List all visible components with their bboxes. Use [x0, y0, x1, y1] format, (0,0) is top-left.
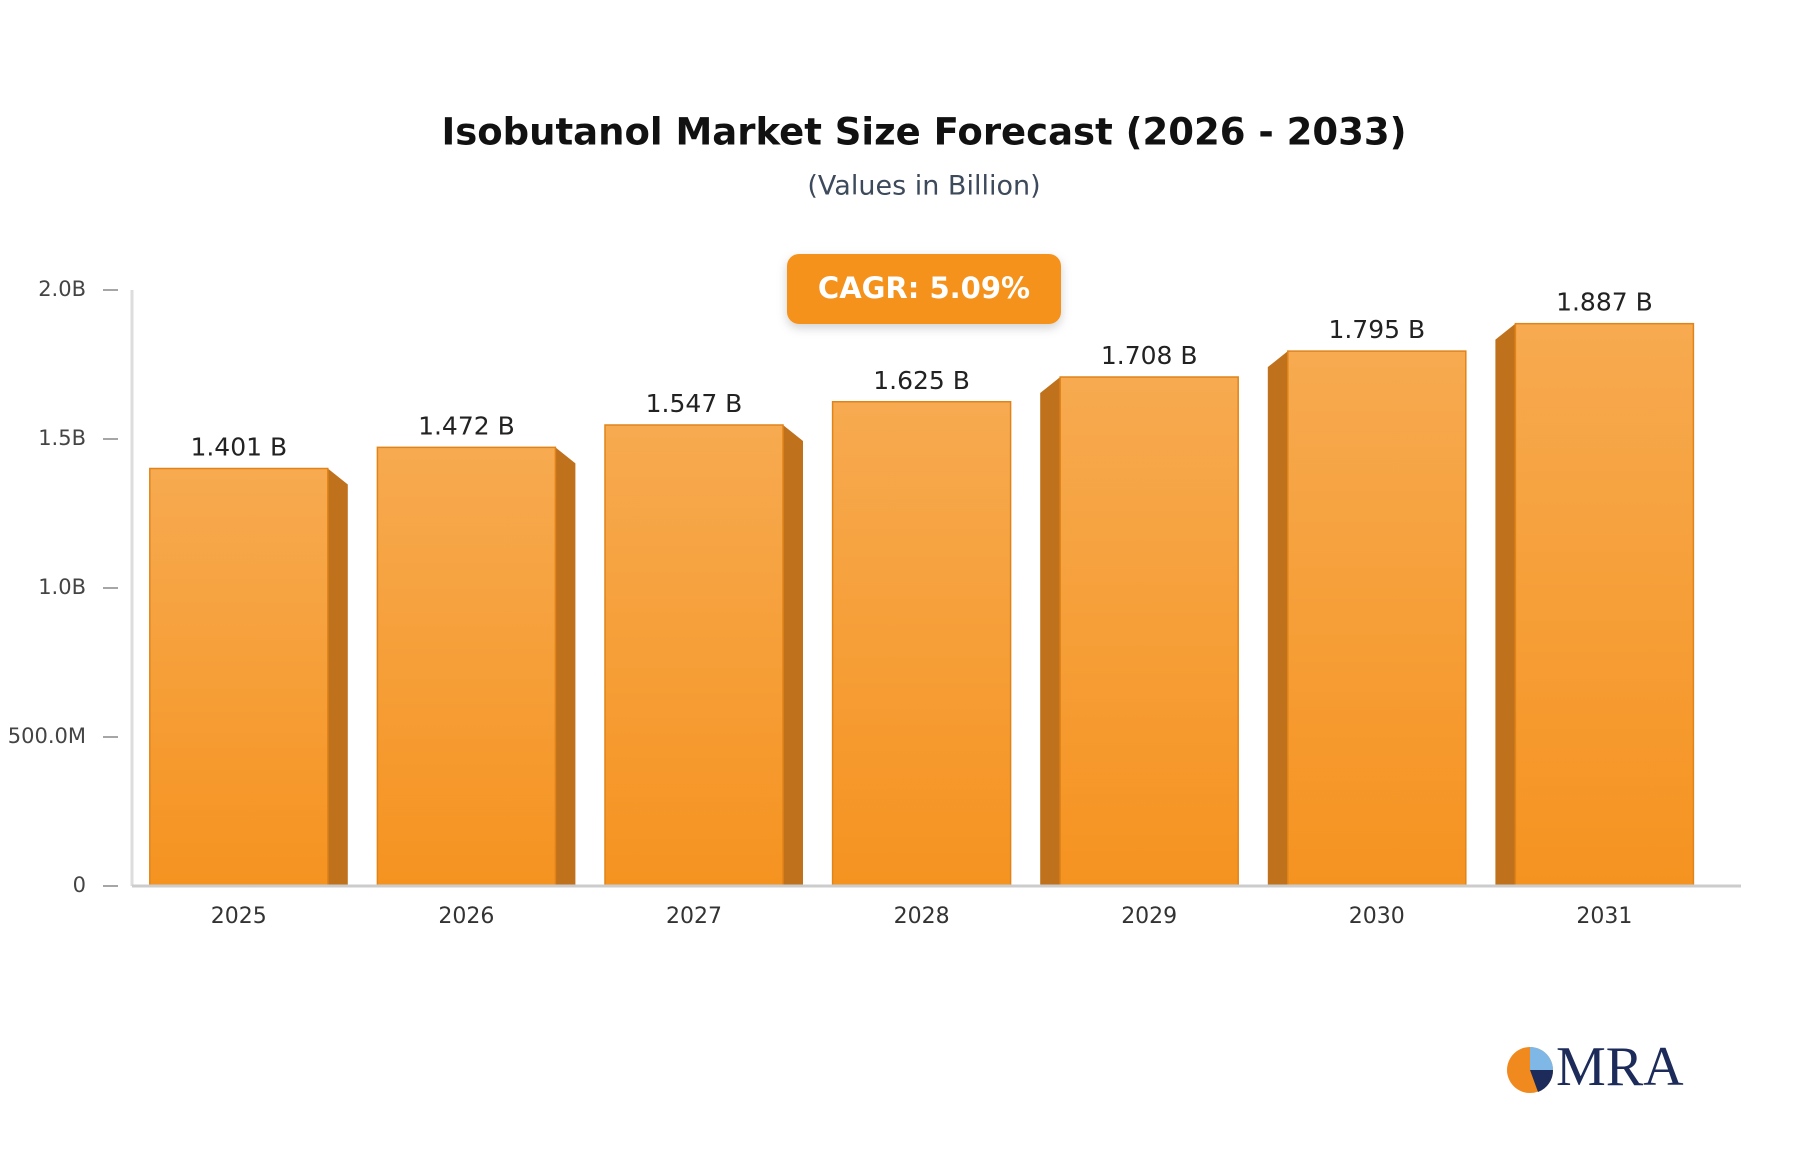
logo-icon-slice: [1530, 1047, 1553, 1070]
bar: [149, 467, 329, 887]
bar: [376, 446, 557, 887]
y-tick-label: 500.0M: [8, 724, 86, 748]
chart-title: Isobutanol Market Size Forecast (2026 - …: [441, 111, 1406, 154]
y-tick-label: 1.5B: [38, 426, 86, 450]
bar-side: [1495, 323, 1516, 886]
bar-side: [555, 447, 576, 886]
value-label: 1.472 B: [418, 411, 515, 440]
bar: [1287, 350, 1467, 887]
x-tick-label: 2026: [438, 904, 494, 929]
y-tick-label: 0: [73, 873, 86, 897]
x-tick-label: 2025: [211, 904, 267, 929]
logo-icon-slice: [1530, 1070, 1554, 1092]
x-tick-label: 2030: [1349, 904, 1405, 929]
bar-side: [1267, 351, 1288, 887]
x-tick-label: 2027: [666, 904, 722, 929]
bar: [831, 401, 1012, 887]
value-label: 1.795 B: [1328, 315, 1425, 344]
chart-subtitle: (Values in Billion): [807, 171, 1040, 202]
value-label: 1.887 B: [1556, 288, 1653, 317]
cagr-badge: [787, 254, 1061, 324]
cagr-text: CAGR: 5.09%: [818, 271, 1030, 305]
plot: 0 500.0M 1.0B 1.5B 2.0B 2025 1.401 B 2026 1.472 …: [8, 277, 1741, 929]
logo: MRA: [1507, 1036, 1684, 1098]
x-tick-label: 2028: [894, 904, 950, 929]
bar-side: [783, 424, 803, 886]
bar: [1514, 322, 1695, 887]
bar: [1059, 376, 1239, 887]
x-tick-label: 2029: [1121, 904, 1177, 929]
bar: [604, 424, 784, 887]
y-tick-label: 2.0B: [38, 277, 86, 301]
logo-text: MRA: [1556, 1036, 1684, 1098]
bar-side: [1040, 377, 1061, 886]
value-label: 1.547 B: [646, 389, 743, 418]
x-tick-label: 2031: [1576, 904, 1632, 929]
y-tick-label: 1.0B: [38, 575, 86, 599]
bar-side: [327, 468, 348, 886]
value-label: 1.708 B: [1101, 341, 1198, 370]
value-label: 1.625 B: [873, 366, 970, 395]
value-label: 1.401 B: [190, 433, 287, 462]
